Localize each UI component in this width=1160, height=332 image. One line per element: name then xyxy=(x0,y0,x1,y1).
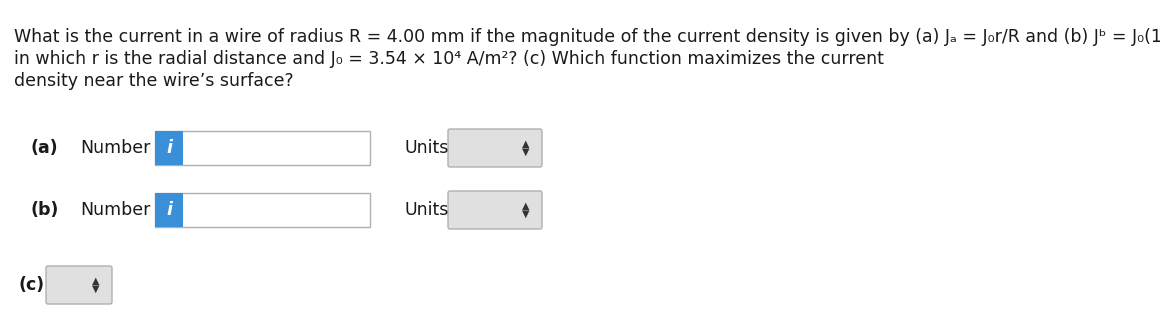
FancyBboxPatch shape xyxy=(155,131,370,165)
Text: ▲: ▲ xyxy=(522,139,530,149)
Text: (b): (b) xyxy=(30,201,58,219)
Text: ▼: ▼ xyxy=(522,147,530,157)
Text: (a): (a) xyxy=(30,139,58,157)
FancyBboxPatch shape xyxy=(46,266,113,304)
Text: ▲: ▲ xyxy=(522,201,530,211)
Text: i: i xyxy=(166,139,172,157)
FancyBboxPatch shape xyxy=(155,131,183,165)
Text: i: i xyxy=(166,201,172,219)
FancyBboxPatch shape xyxy=(155,193,183,227)
Text: ▼: ▼ xyxy=(522,209,530,219)
Text: Units: Units xyxy=(405,201,449,219)
Text: (c): (c) xyxy=(19,276,44,294)
Text: ▼: ▼ xyxy=(93,284,100,294)
Text: Units: Units xyxy=(405,139,449,157)
Text: ▲: ▲ xyxy=(93,276,100,286)
FancyBboxPatch shape xyxy=(155,193,370,227)
Text: in which r is the radial distance and J₀ = 3.54 × 10⁴ A/m²? (c) Which function m: in which r is the radial distance and J₀… xyxy=(14,50,884,68)
FancyBboxPatch shape xyxy=(448,191,542,229)
Text: density near the wire’s surface?: density near the wire’s surface? xyxy=(14,72,293,90)
FancyBboxPatch shape xyxy=(448,129,542,167)
Text: Number: Number xyxy=(80,201,151,219)
Text: Number: Number xyxy=(80,139,151,157)
Text: What is the current in a wire of radius R = 4.00 mm if the magnitude of the curr: What is the current in a wire of radius … xyxy=(14,28,1160,46)
